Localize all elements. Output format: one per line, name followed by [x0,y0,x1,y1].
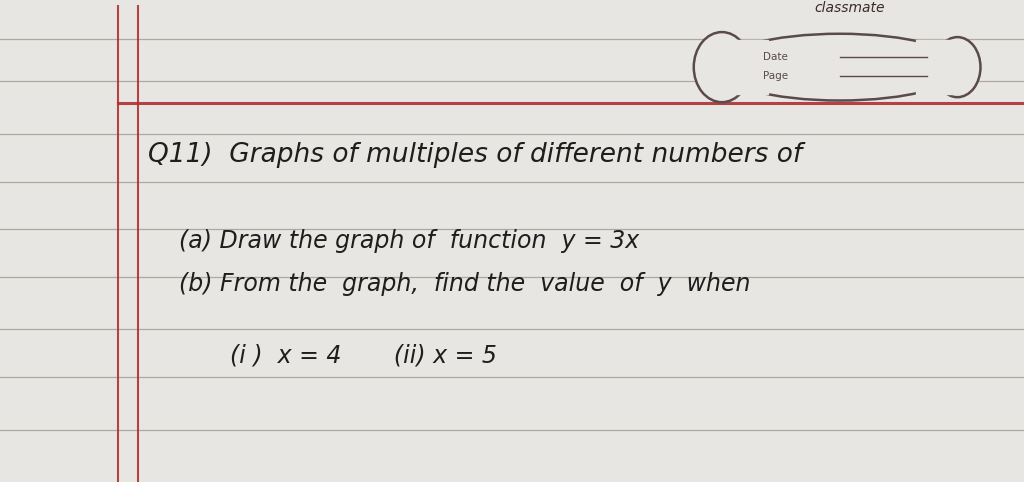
Ellipse shape [694,32,750,102]
Ellipse shape [717,34,963,101]
Text: Q11)  Graphs of multiples of different numbers of: Q11) Graphs of multiples of different nu… [148,142,803,168]
Text: Page: Page [763,71,788,80]
Text: Date: Date [763,52,787,62]
Bar [916,40,955,94]
Text: classmate: classmate [815,0,885,14]
Text: (b) From the  graph,  find the  value  of  y  when: (b) From the graph, find the value of y … [179,272,751,296]
Ellipse shape [934,37,981,97]
Text: (i )  x = 4       (ii) x = 5: (i ) x = 4 (ii) x = 5 [230,344,498,368]
Bar [727,40,768,94]
Text: (a) Draw the graph of  function  y = 3x: (a) Draw the graph of function y = 3x [179,229,639,253]
